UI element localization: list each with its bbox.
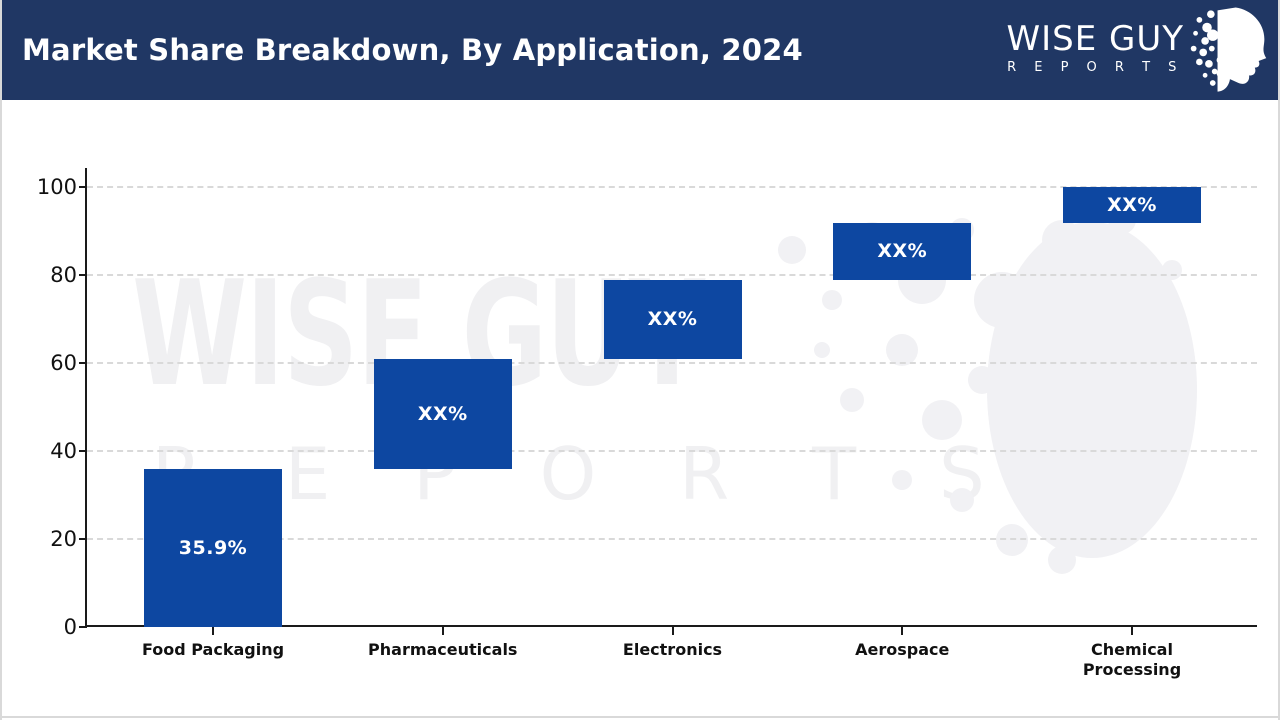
gridline — [87, 450, 1257, 452]
y-axis-line — [85, 168, 87, 627]
header: Market Share Breakdown, By Application, … — [2, 0, 1278, 100]
watermark-head-icon — [778, 206, 1197, 574]
bottom-divider — [2, 716, 1278, 718]
y-axis-tick-label: 60 — [50, 351, 77, 375]
gridline — [87, 274, 1257, 276]
y-axis-tick-label: 20 — [50, 527, 77, 551]
y-axis-tick — [79, 186, 87, 188]
x-axis-tick — [1131, 627, 1133, 635]
y-axis-tick — [79, 626, 87, 628]
y-axis-tick-label: 80 — [50, 263, 77, 287]
category-label: Pharmaceuticals — [368, 640, 518, 659]
bar-value-label: XX% — [647, 308, 698, 331]
x-axis-tick — [901, 627, 904, 635]
x-axis-tick — [671, 627, 674, 635]
wiseguy-head-icon — [1190, 7, 1267, 92]
bar-value-label: XX% — [417, 403, 468, 426]
x-axis-line — [85, 625, 1257, 627]
bar-segment: XX% — [833, 222, 972, 280]
y-axis-tick-label: 40 — [50, 439, 77, 463]
y-axis-tick-label: 0 — [63, 615, 77, 639]
gridline — [87, 538, 1257, 540]
category-label: Electronics — [622, 640, 723, 659]
gridline — [87, 186, 1257, 188]
bar-value-label: XX% — [1107, 193, 1157, 216]
logo-text: WISE GUY R E P O R T S — [1006, 20, 1184, 75]
gridline — [87, 362, 1257, 364]
x-axis-tick — [212, 627, 214, 635]
bar-segment: XX% — [603, 279, 742, 360]
logo-subtitle: R E P O R T S — [1007, 60, 1184, 75]
x-axis-tick — [441, 627, 444, 635]
bar-value-label: 35.9% — [178, 537, 248, 559]
logo-wordmark: WISE GUY — [1006, 19, 1184, 59]
bar-value-label: XX% — [877, 240, 928, 263]
y-axis-tick — [79, 362, 87, 364]
y-axis-tick — [79, 274, 87, 276]
wiseguy-logo: WISE GUY R E P O R T S — [1006, 0, 1272, 100]
category-label: Food Packaging — [141, 640, 285, 659]
category-label: Chemical Processing — [1082, 640, 1182, 679]
page-title: Market Share Breakdown, By Application, … — [22, 33, 803, 67]
category-label: Aerospace — [855, 640, 950, 659]
bar-segment: XX% — [373, 359, 512, 470]
y-axis-tick-label: 100 — [36, 175, 77, 199]
y-axis-tick — [79, 450, 87, 452]
bar-segment: XX% — [1063, 187, 1201, 223]
bar-segment: 35.9% — [144, 469, 282, 627]
y-axis-tick — [79, 538, 87, 540]
